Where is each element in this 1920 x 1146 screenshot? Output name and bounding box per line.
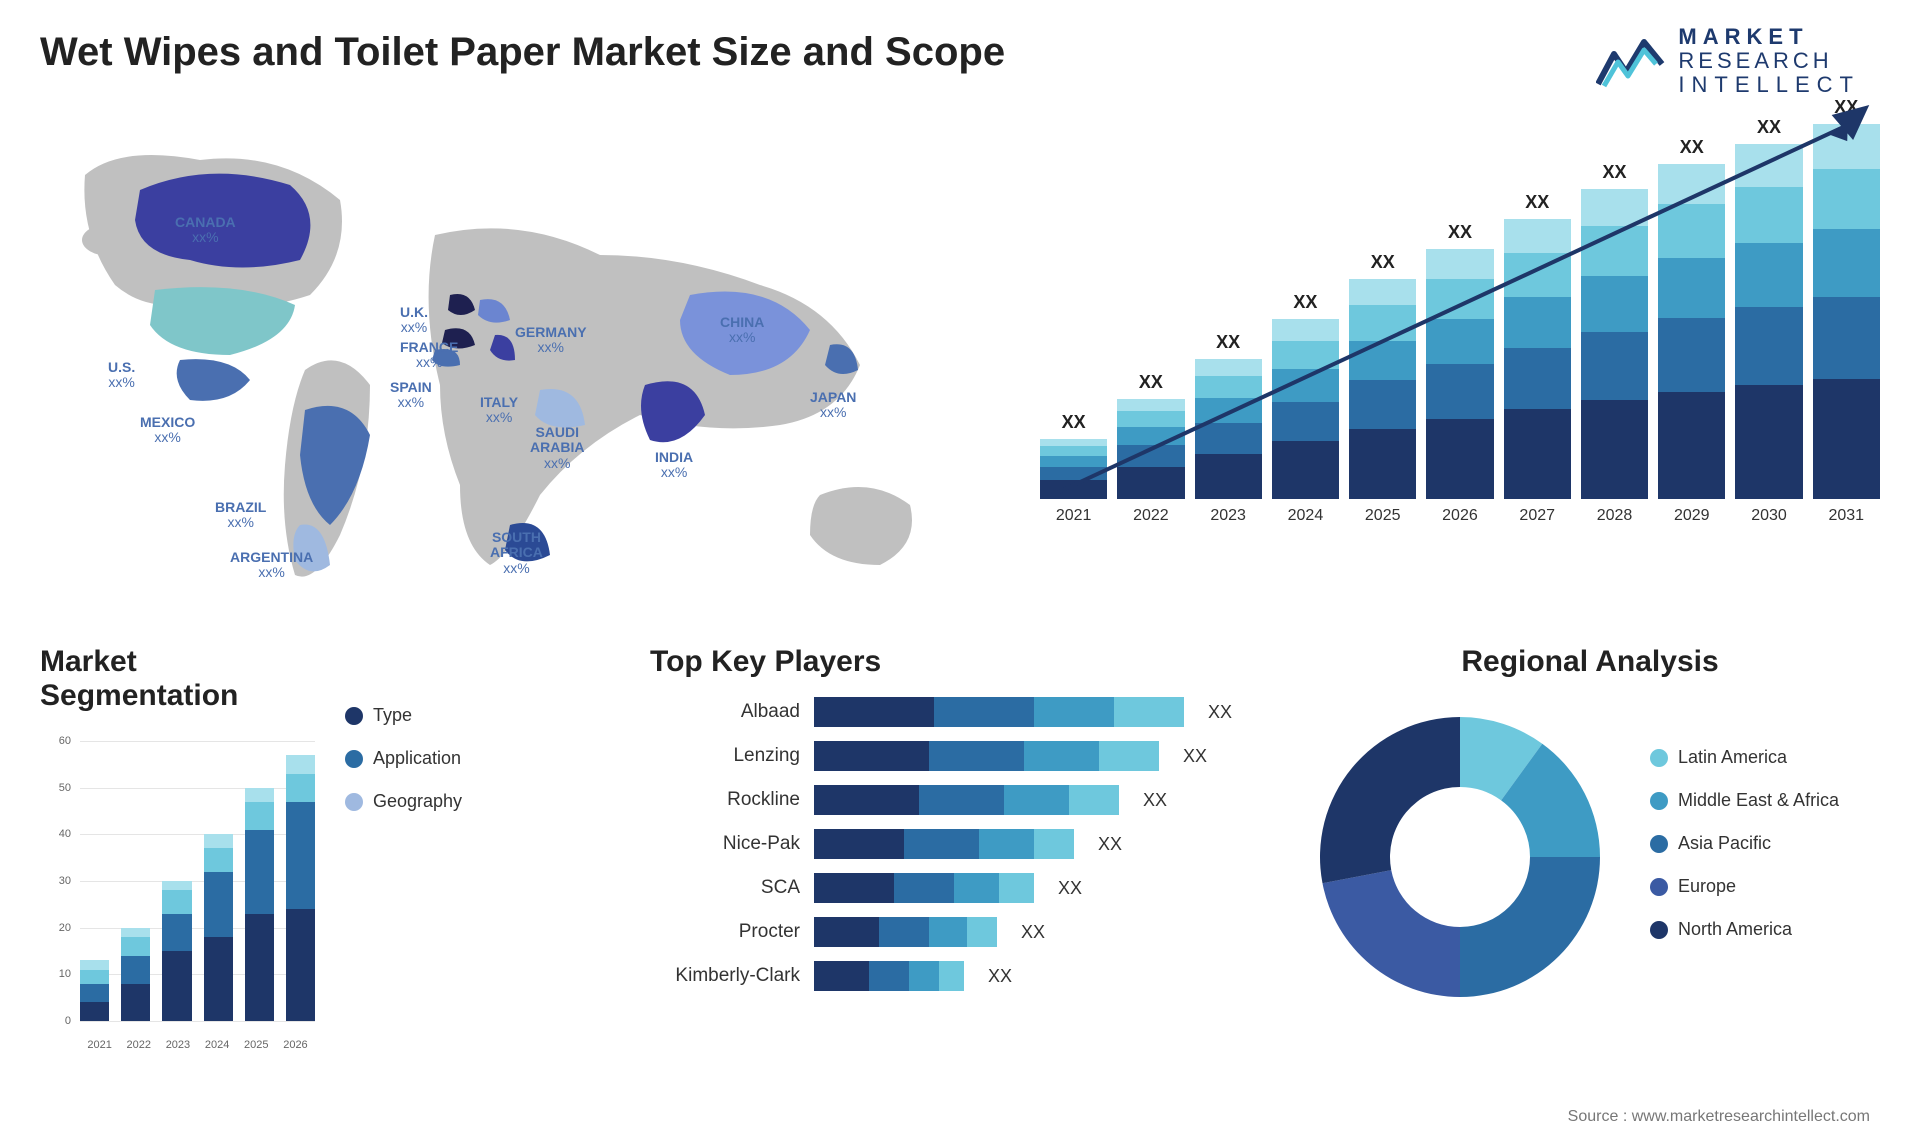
growth-bar-2027: XX2027 — [1504, 192, 1571, 525]
regional-legend-middle-east---africa: Middle East & Africa — [1650, 790, 1880, 811]
map-label-japan: JAPANxx% — [810, 390, 856, 421]
map-label-china: CHINAxx% — [720, 315, 764, 346]
player-row-albaad: AlbaadXX — [650, 697, 1270, 727]
map-label-spain: SPAINxx% — [390, 380, 432, 411]
donut-slice-europe — [1322, 870, 1460, 997]
players-title: Top Key Players — [650, 645, 1270, 679]
regional-legend-north-america: North America — [1650, 919, 1880, 940]
seg-legend-geography: Geography — [345, 791, 620, 812]
logo-text-1: MARKET — [1678, 25, 1860, 49]
world-map-panel: CANADAxx% U.S.xx%MEXICOxx% BRAZILxx% ARGENT… — [40, 105, 1000, 605]
segmentation-panel: Market Segmentation 0102030405060 202120… — [40, 645, 620, 1051]
regional-legend-asia-pacific: Asia Pacific — [1650, 833, 1880, 854]
player-row-lenzing: LenzingXX — [650, 741, 1270, 771]
map-label-mexico: MEXICOxx% — [140, 415, 195, 446]
map-label-canada: CANADAxx% — [175, 215, 236, 246]
seg-bar-2021 — [80, 960, 109, 1021]
map-label-italy: ITALYxx% — [480, 395, 518, 426]
player-row-sca: SCAXX — [650, 873, 1270, 903]
logo-mark-icon — [1596, 34, 1666, 89]
segmentation-title: Market Segmentation — [40, 645, 315, 713]
growth-bar-2022: XX2022 — [1117, 372, 1184, 525]
regional-title: Regional Analysis — [1300, 645, 1880, 679]
seg-bar-2025 — [245, 788, 274, 1021]
regional-legend: Latin America Middle East & Africa Asia Pa… — [1650, 697, 1880, 962]
seg-legend-type: Type — [345, 705, 620, 726]
player-row-rockline: RocklineXX — [650, 785, 1270, 815]
growth-bar-2029: XX2029 — [1658, 137, 1725, 525]
logo-text-2: RESEARCH — [1678, 49, 1860, 73]
regional-legend-latin-america: Latin America — [1650, 747, 1880, 768]
map-label-u.s.: U.S.xx% — [108, 360, 135, 391]
growth-bar-2030: XX2030 — [1735, 117, 1802, 525]
seg-legend-application: Application — [345, 748, 620, 769]
seg-bar-2023 — [162, 881, 191, 1021]
player-row-procter: ProcterXX — [650, 917, 1270, 947]
map-label-germany: GERMANYxx% — [515, 325, 587, 356]
map-label-india: INDIAxx% — [655, 450, 693, 481]
regional-donut-chart — [1300, 697, 1620, 1017]
growth-bar-2026: XX2026 — [1426, 222, 1493, 525]
growth-bar-2031: XX2031 — [1813, 97, 1880, 525]
map-label-brazil: BRAZILxx% — [215, 500, 266, 531]
map-label-argentina: ARGENTINAxx% — [230, 550, 313, 581]
segmentation-legend: Type Application Geography — [345, 645, 620, 1051]
map-label-saudi-arabia: SAUDIARABIAxx% — [530, 425, 584, 471]
growth-bar-2023: XX2023 — [1195, 332, 1262, 525]
growth-chart-panel: XX2021XX2022XX2023XX2024XX2025XX2026XX20… — [1020, 105, 1880, 605]
seg-bar-2026 — [286, 755, 315, 1021]
seg-bar-2024 — [204, 834, 233, 1021]
growth-bar-2021: XX2021 — [1040, 412, 1107, 525]
map-label-south-africa: SOUTHAFRICAxx% — [490, 530, 543, 576]
map-label-u.k.: U.K.xx% — [400, 305, 428, 336]
growth-bar-2025: XX2025 — [1349, 252, 1416, 525]
regional-panel: Regional Analysis Latin America Middle Ea… — [1300, 645, 1880, 1051]
source-text: Source : www.marketresearchintellect.com — [1568, 1108, 1870, 1126]
logo-text-3: INTELLECT — [1678, 73, 1860, 97]
growth-bar-2028: XX2028 — [1581, 162, 1648, 525]
seg-bar-2022 — [121, 928, 150, 1021]
growth-bar-2024: XX2024 — [1272, 292, 1339, 525]
players-panel: Top Key Players AlbaadXX LenzingXX Rocklin… — [650, 645, 1270, 1051]
brand-logo: MARKET RESEARCH INTELLECT — [1596, 25, 1860, 98]
player-row-kimberly-clark: Kimberly-ClarkXX — [650, 961, 1270, 991]
donut-slice-asia-pacific — [1460, 857, 1600, 997]
segmentation-chart: 0102030405060 202120222023202420252026 — [40, 731, 315, 1051]
regional-legend-europe: Europe — [1650, 876, 1880, 897]
donut-slice-north-america — [1320, 717, 1460, 883]
player-row-nice-pak: Nice-PakXX — [650, 829, 1270, 859]
map-label-france: FRANCExx% — [400, 340, 458, 371]
